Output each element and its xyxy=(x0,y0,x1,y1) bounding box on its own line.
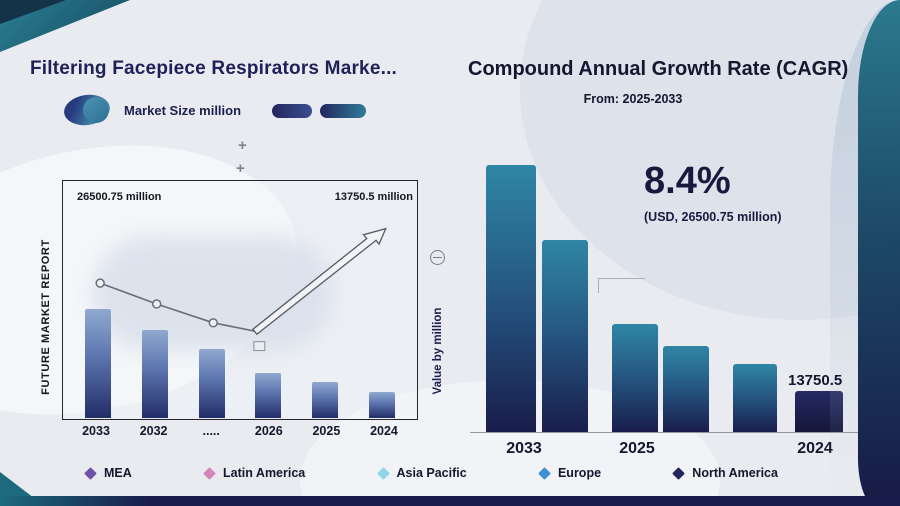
cagr-chart-baseline xyxy=(470,432,860,434)
legend-diamond-icon xyxy=(84,466,97,480)
cagr-bar-2 xyxy=(542,240,588,432)
legend-diamond-icon xyxy=(538,466,551,480)
cagr-bar-1 xyxy=(486,165,536,432)
cagr-value: 8.4% xyxy=(644,160,731,202)
circle-minus-icon xyxy=(430,250,445,265)
bottom-edge-band xyxy=(0,496,900,506)
market-size-bars xyxy=(63,180,417,418)
watermark-future-market-report: FUTURE MARKET REPORT xyxy=(40,239,52,395)
x-label-2026: 2026 xyxy=(254,424,283,438)
cagr-title: Compound Annual Growth Rate (CAGR) xyxy=(468,58,849,80)
market-size-x-axis: 2033 2032..... 2026 2025 2024 xyxy=(62,424,418,438)
region-legend: MEA Latin America Asia Pacific Europe North … xyxy=(84,466,778,480)
legend-item-asia-pacific: Asia Pacific xyxy=(376,466,467,480)
cagr-period: From: 2025-2033 xyxy=(583,92,683,106)
decorative-pill xyxy=(320,104,366,118)
cagr-chart xyxy=(478,162,858,432)
legend-diamond-icon xyxy=(376,466,390,480)
legend-label: North America xyxy=(692,466,778,480)
value-callout: 13750.5 xyxy=(788,372,843,389)
market-size-legend: Market Size million xyxy=(62,91,242,129)
decorative-step-line xyxy=(598,278,645,293)
x-label-.....: ..... xyxy=(202,424,220,438)
legend-label: Latin America xyxy=(223,466,306,480)
legend-item-latin-america: Latin America xyxy=(203,466,306,480)
cagr-bar-5 xyxy=(733,364,777,432)
annotation-end-value: 13750.5 million xyxy=(334,191,413,203)
market-bar-2026 xyxy=(255,372,282,418)
decorative-pill xyxy=(272,104,312,118)
trend-line-and-arrow xyxy=(95,227,387,352)
legend-label: Asia Pacific xyxy=(396,466,467,480)
market-bar-2025 xyxy=(312,382,339,418)
page-title: Filtering Facepiece Respirators Marke... xyxy=(30,58,398,79)
market-size-label: Market Size million xyxy=(124,102,242,118)
cylinder-icon-face xyxy=(83,97,109,123)
market-bar-..... xyxy=(198,348,225,418)
legend-item-europe: Europe xyxy=(538,466,602,480)
x-label-2033: 2033 xyxy=(82,424,110,438)
market-bar-2024 xyxy=(368,391,395,418)
x-label-2024: 2024 xyxy=(370,424,398,438)
corner-accent-bottom-left xyxy=(0,472,34,498)
x-label-2025: 2025 xyxy=(619,440,655,457)
legend-diamond-icon xyxy=(203,466,216,480)
x-label-2025: 2025 xyxy=(312,424,341,438)
legend-diamond-icon xyxy=(672,466,686,480)
market-bar-2033 xyxy=(85,308,111,418)
market-size-chart: 26500.75 million 13750.5 million xyxy=(62,180,418,420)
x-label-2024: 2024 xyxy=(797,440,833,457)
right-edge-band xyxy=(858,0,900,506)
cagr-bar-3 xyxy=(612,324,658,432)
value-axis-label: Value by million xyxy=(432,307,444,395)
x-label-2033: 2033 xyxy=(506,440,542,457)
cylinder-icon xyxy=(62,91,112,129)
cagr-x-axis: 2033 2025 2024 xyxy=(478,440,858,460)
cloud-shape xyxy=(93,236,333,351)
x-label-2032: 2032 xyxy=(139,424,168,438)
cagr-bar-4 xyxy=(663,346,709,432)
plus-mark: + xyxy=(236,160,245,177)
annotation-max-value: 26500.75 million xyxy=(77,191,162,203)
plus-mark: + xyxy=(238,137,247,154)
market-bar-2032 xyxy=(141,329,168,418)
legend-label: MEA xyxy=(104,466,132,480)
legend-item-mea: MEA xyxy=(84,466,132,480)
legend-item-north-america: North America xyxy=(672,466,778,480)
legend-label: Europe xyxy=(557,466,602,480)
cagr-note: (USD, 26500.75 million) xyxy=(644,210,782,224)
